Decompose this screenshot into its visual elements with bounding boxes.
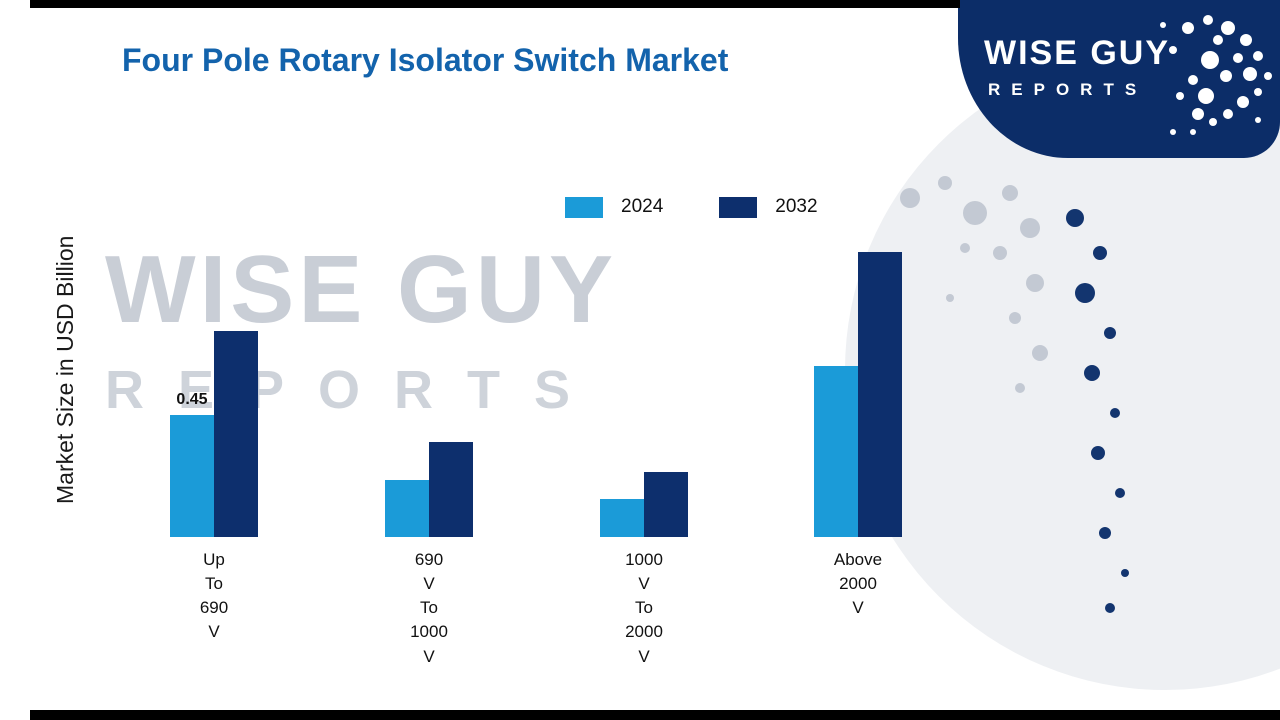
bottom-black-bar	[30, 710, 1280, 720]
legend-item-2032: 2032	[719, 196, 818, 218]
logo-face-dots-icon	[1160, 15, 1272, 135]
legend-swatch-2032	[719, 196, 758, 218]
bar-2024-1000-v-to-2000-v	[600, 499, 644, 537]
category-label-690-v-to-1000-v: 690 V To 1000 V	[410, 550, 448, 666]
legend-label-2032: 2032	[775, 196, 818, 217]
logo-wordmark: WISE GUY	[984, 34, 1171, 72]
bar-2032-1000-v-to-2000-v	[644, 472, 688, 537]
chart-legend: 2024 2032	[565, 196, 818, 218]
category-label-1000-v-to-2000-v: 1000 V To 2000 V	[625, 550, 663, 666]
category-label-above-2000-v: Above 2000 V	[833, 550, 883, 618]
top-black-bar	[30, 0, 960, 8]
watermark-line1: WISE GUY	[105, 236, 618, 343]
logo-subtitle: REPORTS	[988, 80, 1148, 99]
bar-2032-above-2000-v	[858, 252, 902, 537]
legend-swatch-2024	[565, 196, 603, 218]
bar-2032-690-v-to-1000-v	[429, 442, 473, 537]
bar-2024-up-to-690-v	[170, 415, 214, 537]
face-dots-decoration	[900, 176, 1129, 613]
page-title: Four Pole Rotary Isolator Switch Market	[122, 42, 729, 78]
bar-2024-above-2000-v	[814, 366, 858, 537]
category-label-up-to-690-v: Up To 690 V	[199, 550, 229, 642]
bar-value-label: 0.45	[176, 391, 208, 408]
bar-2024-690-v-to-1000-v	[385, 480, 429, 537]
watermark-line2: REPORTS	[105, 360, 605, 420]
legend-label-2024: 2024	[621, 196, 664, 217]
y-axis-label: Market Size in USD Billion	[52, 235, 78, 505]
bar-2032-up-to-690-v	[214, 331, 258, 537]
legend-item-2024: 2024	[565, 196, 663, 218]
watermark: WISE GUY REPORTS	[105, 235, 617, 421]
logo-panel: WISE GUY REPORTS	[958, 0, 1280, 158]
